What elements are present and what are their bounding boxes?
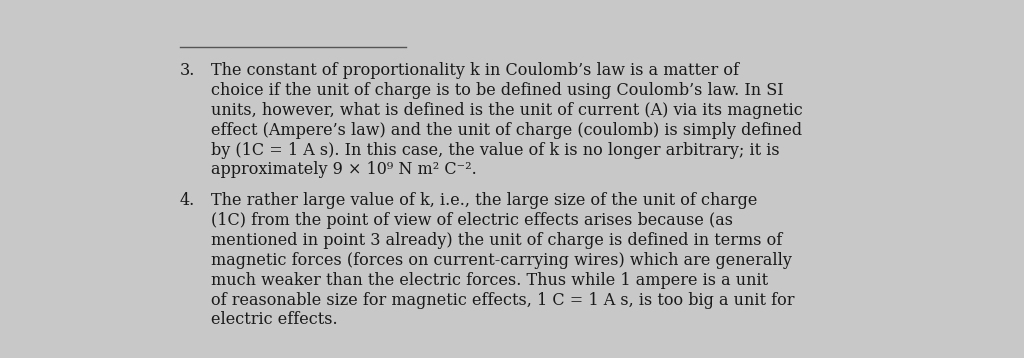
Text: choice if the unit of charge is to be defined using Coulomb’s law. In SI: choice if the unit of charge is to be de… bbox=[211, 82, 784, 99]
Text: by (1C = 1 A s). In this case, the value of k is no longer arbitrary; it is: by (1C = 1 A s). In this case, the value… bbox=[211, 142, 780, 159]
Text: The constant of proportionality k in Coulomb’s law is a matter of: The constant of proportionality k in Cou… bbox=[211, 62, 739, 79]
Text: magnetic forces (forces on current-carrying wires) which are generally: magnetic forces (forces on current-carry… bbox=[211, 252, 793, 269]
Text: electric effects.: electric effects. bbox=[211, 311, 338, 328]
Text: much weaker than the electric forces. Thus while 1 ampere is a unit: much weaker than the electric forces. Th… bbox=[211, 272, 768, 289]
Text: of reasonable size for magnetic effects, 1 C = 1 A s, is too big a unit for: of reasonable size for magnetic effects,… bbox=[211, 292, 795, 309]
Text: effect (Ampere’s law) and the unit of charge (coulomb) is simply defined: effect (Ampere’s law) and the unit of ch… bbox=[211, 122, 803, 139]
Text: approximately 9 × 10⁹ N m² C⁻².: approximately 9 × 10⁹ N m² C⁻². bbox=[211, 161, 477, 179]
Text: 4.: 4. bbox=[179, 192, 195, 209]
Text: mentioned in point 3 already) the unit of charge is defined in terms of: mentioned in point 3 already) the unit o… bbox=[211, 232, 782, 249]
Text: (1C) from the point of view of electric effects arises because (as: (1C) from the point of view of electric … bbox=[211, 212, 733, 229]
Text: 3.: 3. bbox=[179, 62, 195, 79]
Text: units, however, what is defined is the unit of current (A) via its magnetic: units, however, what is defined is the u… bbox=[211, 102, 803, 119]
Text: The rather large value of k, i.e., the large size of the unit of charge: The rather large value of k, i.e., the l… bbox=[211, 192, 758, 209]
